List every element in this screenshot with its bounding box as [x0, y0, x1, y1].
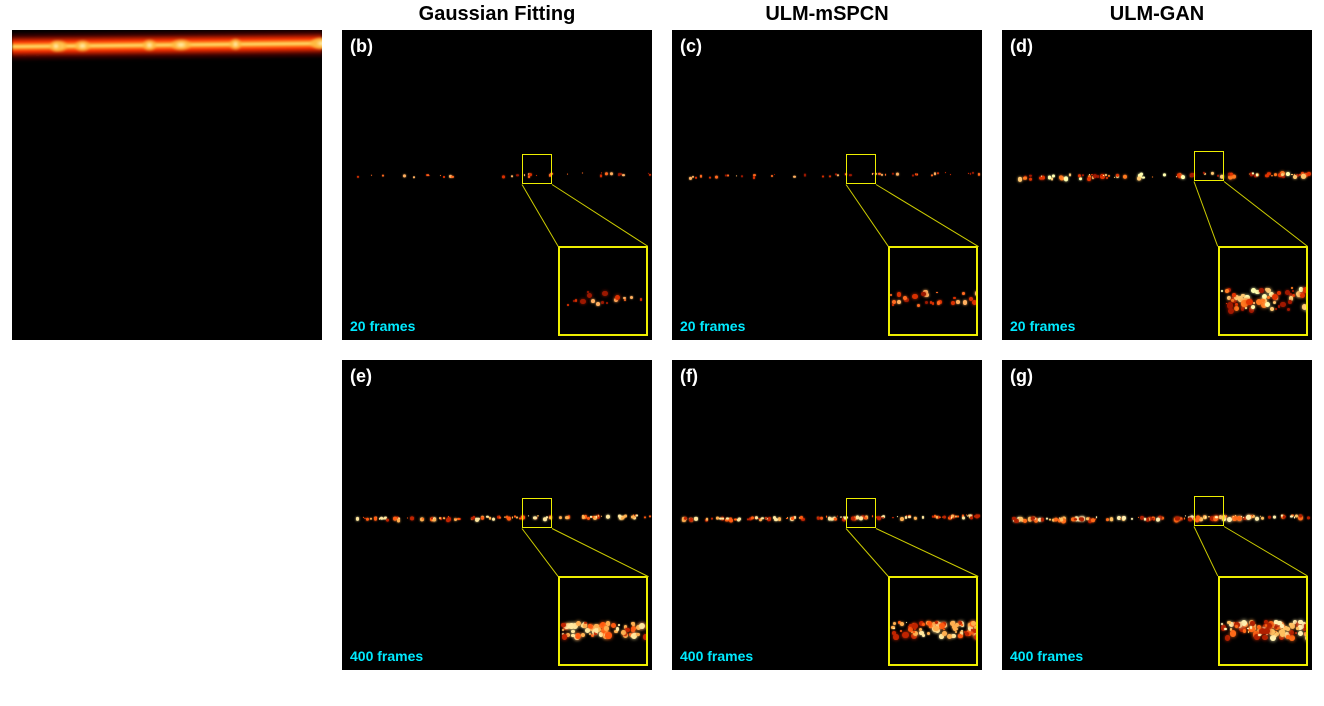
panel-e: (e) 400 frames: [342, 360, 652, 670]
localization-line: [1006, 173, 1308, 180]
frames-label: 400 frames: [680, 648, 753, 664]
callout-line: [845, 528, 888, 577]
callout-line: [875, 528, 978, 577]
callout-line: [1224, 181, 1308, 247]
inset-box: [522, 498, 552, 528]
column-header: ULM-GAN: [1002, 3, 1312, 26]
panel-f: (f) 400 frames: [672, 360, 982, 670]
inset-zoom: [888, 576, 978, 666]
localization-line: [1006, 515, 1308, 522]
callout-line: [521, 184, 558, 246]
inset-box: [1194, 496, 1224, 526]
callout-line: [875, 184, 978, 247]
frames-label: 20 frames: [1010, 318, 1075, 334]
callout-line: [552, 184, 649, 247]
inset-zoom: [558, 246, 648, 336]
inset-zoom-content: [890, 248, 976, 334]
localization-line: [676, 173, 978, 178]
callout-line: [552, 528, 649, 577]
callout-line: [1194, 181, 1219, 246]
panel-c: (c) 20 frames: [672, 30, 982, 340]
raw-tube: [12, 30, 322, 62]
panel-label: (b): [350, 36, 373, 57]
inset-zoom-content: [1220, 578, 1306, 664]
inset-zoom-content: [890, 578, 976, 664]
figure-grid: Gaussian Fitting ULM-mSPCN ULM-GAN (a)~30MB…: [0, 0, 1324, 706]
panel-g: (g) 400 frames: [1002, 360, 1312, 670]
panel-d: (d) 20 frames: [1002, 30, 1312, 340]
callout-line: [521, 528, 558, 577]
frames-label: 400 frames: [350, 648, 423, 664]
panel-b: (b) 20 frames: [342, 30, 652, 340]
localization-line: [346, 515, 648, 521]
panel-label: (g): [1010, 366, 1033, 387]
inset-zoom-content: [1220, 248, 1306, 334]
panel-a: (a)~30MBs/frame: [12, 30, 322, 340]
inset-box: [1194, 151, 1224, 181]
panel-label: (d): [1010, 36, 1033, 57]
panel-label: (e): [350, 366, 372, 387]
panel-label: (c): [680, 36, 702, 57]
inset-zoom-content: [560, 248, 646, 334]
column-header: ULM-mSPCN: [672, 3, 982, 26]
inset-zoom: [558, 576, 648, 666]
frames-label: 20 frames: [680, 318, 745, 334]
localization-line: [676, 515, 978, 521]
callout-line: [1194, 527, 1219, 577]
frames-label: 20 frames: [350, 318, 415, 334]
localization-line: [346, 173, 648, 178]
inset-zoom: [1218, 246, 1308, 336]
inset-zoom: [888, 246, 978, 336]
inset-box: [846, 154, 876, 184]
callout-line: [1224, 526, 1308, 576]
inset-box: [522, 154, 552, 184]
panel-label: (f): [680, 366, 698, 387]
frames-label: 400 frames: [1010, 648, 1083, 664]
callout-line: [845, 184, 888, 247]
inset-zoom-content: [560, 578, 646, 664]
inset-zoom: [1218, 576, 1308, 666]
column-header: Gaussian Fitting: [342, 3, 652, 26]
inset-box: [846, 498, 876, 528]
